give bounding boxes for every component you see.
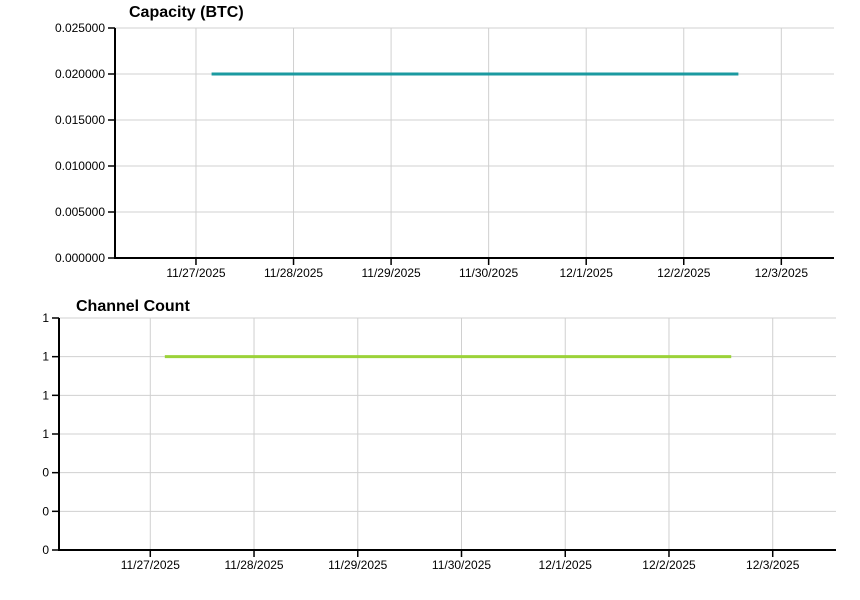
x-tick-label: 12/3/2025 <box>755 266 809 280</box>
x-tick-label: 11/27/2025 <box>121 558 180 572</box>
capacity-chart: Capacity (BTC) 11/27/2025 11/28/2025 11/29… <box>0 0 860 295</box>
y-tick-label: 0 <box>42 466 49 480</box>
x-tick-label: 11/29/2025 <box>328 558 387 572</box>
y-tick-label: 0.015000 <box>55 113 105 127</box>
channel-count-chart-plot-area: 11/27/2025 11/28/2025 11/29/2025 11/30/2025… <box>42 311 836 572</box>
y-tick-label: 1 <box>42 388 49 402</box>
x-tick-label: 12/1/2025 <box>560 266 614 280</box>
capacity-chart-plot-area: 11/27/2025 11/28/2025 11/29/2025 11/30/2025… <box>55 21 834 280</box>
x-tick-label: 11/29/2025 <box>362 266 421 280</box>
y-tick-label: 0.005000 <box>55 205 105 219</box>
x-tick-label: 11/28/2025 <box>264 266 323 280</box>
x-tick-label: 12/2/2025 <box>642 558 696 572</box>
y-tick-label: 1 <box>42 311 49 325</box>
y-tick-label: 0.000000 <box>55 251 105 265</box>
x-tick-label: 11/28/2025 <box>224 558 283 572</box>
x-tick-label: 11/30/2025 <box>432 558 491 572</box>
x-tick-label: 12/2/2025 <box>657 266 711 280</box>
x-tick-label: 11/27/2025 <box>166 266 225 280</box>
y-tick-label: 1 <box>42 350 49 364</box>
y-tick-label: 0.010000 <box>55 159 105 173</box>
channel-count-chart: Channel Count 11/27/2025 11/28/2025 11/29/… <box>0 295 860 600</box>
y-tick-label: 1 <box>42 427 49 441</box>
channel-count-chart-title: Channel Count <box>76 298 190 315</box>
y-tick-label: 0.025000 <box>55 21 105 35</box>
y-tick-label: 0 <box>42 504 49 518</box>
x-tick-label: 11/30/2025 <box>459 266 518 280</box>
y-tick-label: 0 <box>42 543 49 557</box>
y-tick-label: 0.020000 <box>55 67 105 81</box>
x-tick-label: 12/1/2025 <box>539 558 593 572</box>
capacity-chart-title: Capacity (BTC) <box>129 4 244 21</box>
x-tick-label: 12/3/2025 <box>746 558 800 572</box>
